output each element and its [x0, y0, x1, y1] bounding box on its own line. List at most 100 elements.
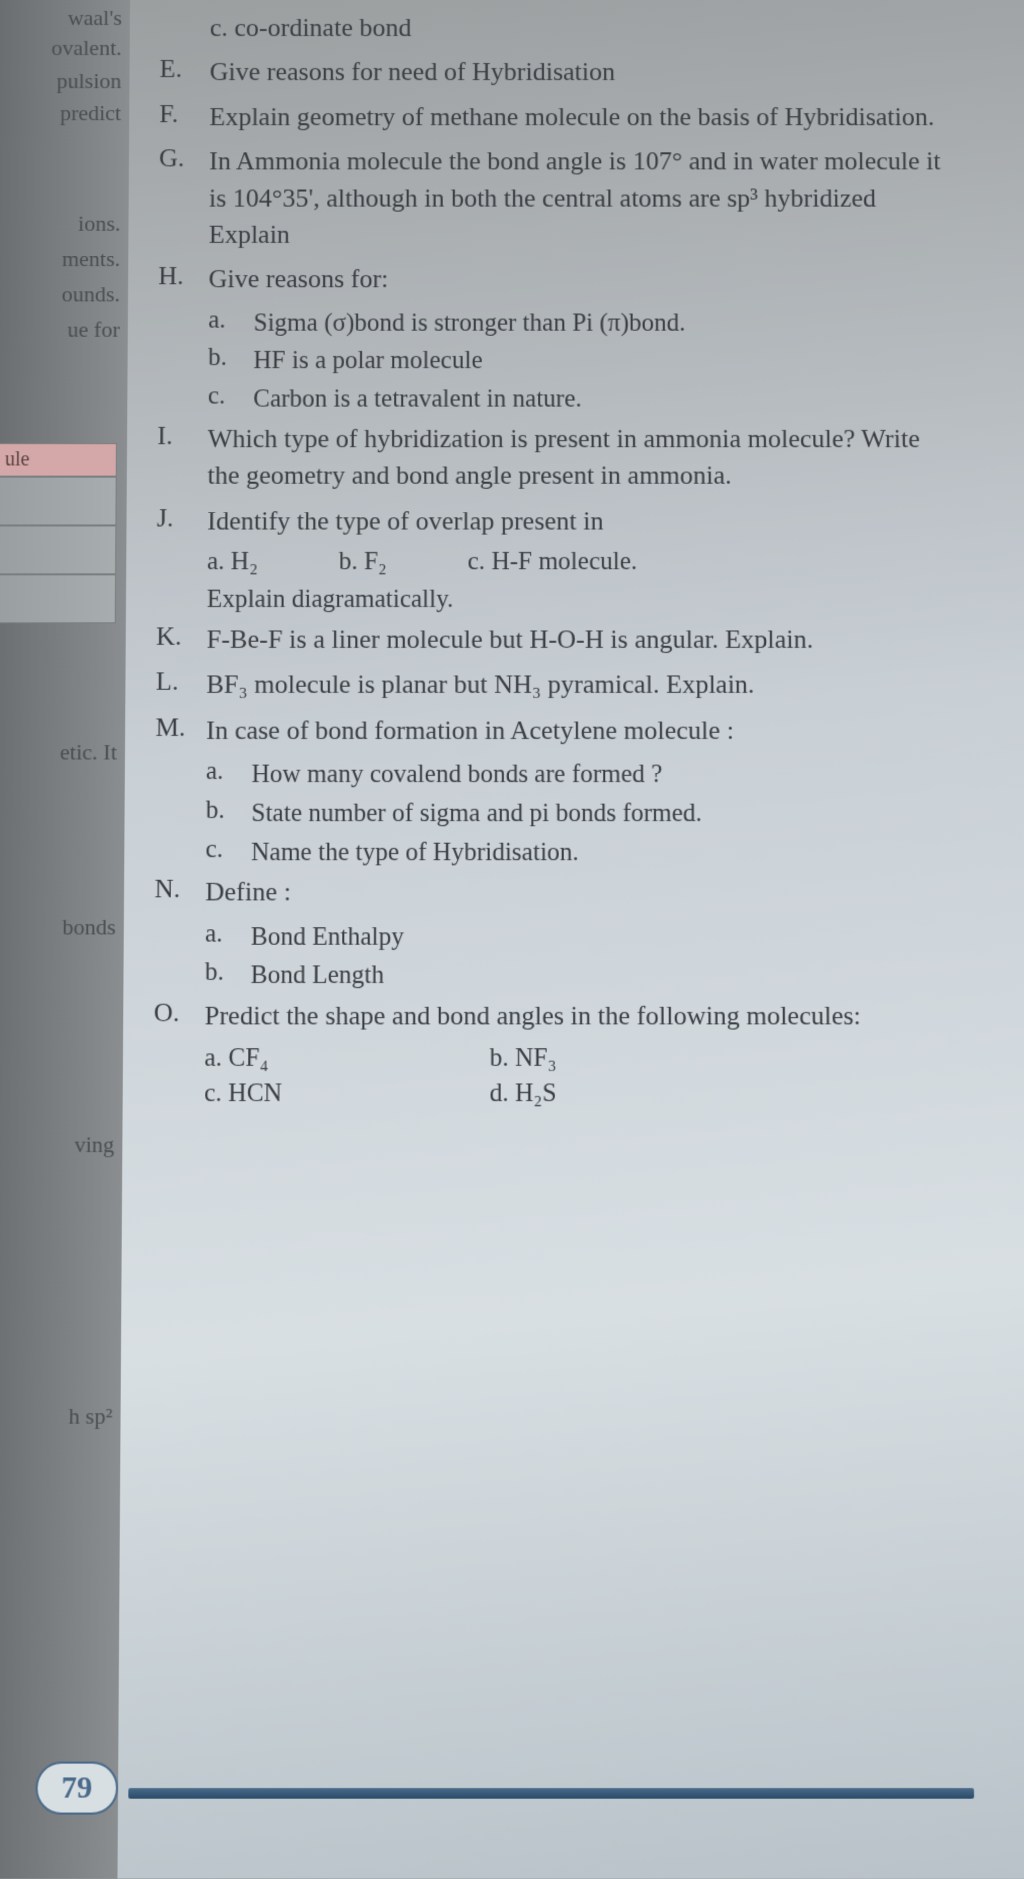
opt-text: HCN	[228, 1079, 282, 1107]
option-c: c. H-F molecule.	[468, 548, 638, 577]
option-row: a. CF₄ b. NF₃	[204, 1044, 948, 1073]
question-letter: J.	[157, 503, 208, 540]
question-letter: L.	[156, 667, 207, 704]
sub-text: Name the type of Hybridisation.	[251, 835, 946, 870]
opt-letter: c.	[468, 548, 486, 576]
opt-text: H-F molecule.	[491, 548, 637, 576]
option-b: b. F₂	[339, 548, 387, 577]
sub-letter: c.	[208, 383, 253, 417]
opt-text: H₂	[231, 548, 258, 576]
question-j: J. Identify the type of overlap present …	[157, 503, 944, 540]
opt-letter: d.	[490, 1079, 509, 1107]
sub-question: c. Carbon is a tetravalent in nature.	[208, 383, 943, 417]
option-d: d. H₂S	[490, 1079, 557, 1108]
option-row: a. H₂ b. F₂ c. H-F molecule.	[207, 548, 944, 577]
textbook-page: waal's ovalent. pulsion predict ions. me…	[0, 0, 1024, 1879]
question-h: H. Give reasons for:	[158, 261, 942, 298]
question-g: G. In Ammonia molecule the bond angle is…	[158, 143, 941, 253]
opt-text: F₂	[364, 548, 387, 576]
question-n: N. Define :	[154, 874, 946, 912]
margin-text: predict	[60, 100, 121, 126]
sub-text: Sigma (σ)bond is stronger than Pi (π)bon…	[253, 306, 942, 340]
sub-letter: b.	[206, 796, 252, 831]
question-i: I. Which type of hybridization is presen…	[157, 421, 944, 495]
option-row: c. HCN d. H₂S	[204, 1079, 948, 1108]
question-text: BF₃ molecule is planar but NH₃ pyramical…	[206, 667, 945, 704]
margin-text: ving	[74, 1131, 114, 1158]
question-text: Explain geometry of methane molecule on …	[209, 99, 941, 136]
option-c: c. HCN	[204, 1079, 408, 1108]
sub-question: a. How many covalend bonds are formed ?	[206, 758, 946, 793]
sub-text: HF is a polar molecule	[253, 344, 943, 378]
opt-letter: a.	[204, 1044, 222, 1072]
question-text: In Ammonia molecule the bond angle is 10…	[209, 143, 942, 253]
question-letter: H.	[158, 261, 208, 298]
margin-text: ounds.	[62, 281, 121, 307]
opt-letter: c.	[204, 1079, 222, 1107]
question-letter: G.	[158, 143, 209, 253]
table-empty-cell	[0, 525, 116, 574]
question-text: Give reasons for:	[208, 261, 942, 298]
margin-text: pulsion	[56, 68, 121, 94]
question-text: Which type of hybridization is present i…	[207, 421, 943, 495]
question-text: F-Be-F is a liner molecule but H-O-H is …	[207, 621, 945, 658]
option-b: b. NF₃	[490, 1044, 557, 1073]
question-letter: M.	[155, 712, 206, 749]
question-letter: O.	[154, 998, 205, 1036]
sub-text: Carbon is a tetravalent in nature.	[253, 383, 943, 417]
sub-text: Bond Length	[251, 959, 948, 994]
opt-letter: a.	[207, 548, 225, 576]
question-letter: I.	[157, 421, 208, 495]
opt-text: H₂S	[515, 1079, 556, 1107]
sub-letter: a.	[206, 758, 252, 793]
sub-question: c. Name the type of Hybridisation.	[205, 835, 946, 870]
question-text: Give reasons for need of Hybridisation	[210, 54, 941, 90]
question-text: Identify the type of overlap present in	[207, 503, 944, 540]
partial-table: ule	[0, 443, 117, 623]
sub-letter: a.	[205, 920, 251, 955]
sub-question: b. Bond Length	[205, 959, 948, 994]
extra-text: Explain diagramatically.	[207, 583, 945, 617]
question-text: In case of bond formation in Acetylene m…	[206, 712, 946, 749]
questions-content: c. co-ordinate bond E. Give reasons for …	[153, 10, 948, 1114]
question-m: M. In case of bond formation in Acetylen…	[155, 712, 945, 749]
page-number-badge: 79	[35, 1762, 118, 1815]
table-empty-cell	[0, 477, 117, 526]
footer-rule	[128, 1788, 974, 1799]
question-l: L. BF₃ molecule is planar but NH₃ pyrami…	[156, 667, 946, 704]
sub-letter: c.	[205, 835, 251, 870]
question-letter: F.	[159, 99, 209, 136]
question-letter: N.	[154, 874, 205, 912]
opt-letter: b.	[490, 1044, 509, 1072]
question-e: E. Give reasons for need of Hybridisatio…	[159, 54, 940, 90]
opt-text: CF₄	[228, 1044, 268, 1072]
margin-text: ments.	[62, 246, 121, 272]
left-margin-area: waal's ovalent. pulsion predict ions. me…	[0, 0, 130, 1879]
sub-letter: b.	[205, 959, 251, 994]
question-c-partial: c. co-ordinate bond	[210, 10, 941, 46]
question-letter: E.	[159, 54, 209, 90]
margin-text: etic. It	[60, 739, 117, 766]
option-a: a. H₂	[207, 548, 258, 577]
sub-text: State number of sigma and pi bonds forme…	[251, 796, 946, 831]
sub-letter: a.	[208, 306, 253, 340]
sub-question: b. HF is a polar molecule	[208, 344, 943, 378]
question-text: Define :	[205, 874, 947, 912]
sub-letter: b.	[208, 344, 253, 378]
question-text: c. co-ordinate bond	[210, 10, 941, 46]
sub-question: a. Sigma (σ)bond is stronger than Pi (π)…	[208, 306, 942, 340]
margin-text: h sp²	[69, 1403, 113, 1430]
question-text: Predict the shape and bond angles in the…	[205, 998, 948, 1036]
question-letter: K.	[156, 621, 207, 658]
sub-question: a. Bond Enthalpy	[205, 920, 947, 955]
margin-text: waal's	[68, 5, 122, 31]
margin-text: ions.	[78, 211, 121, 237]
question-k: K. F-Be-F is a liner molecule but H-O-H …	[156, 621, 945, 658]
sub-question: b. State number of sigma and pi bonds fo…	[206, 796, 947, 831]
sub-text: Bond Enthalpy	[251, 920, 947, 955]
margin-text: ue for	[67, 317, 119, 343]
table-header-cell: ule	[0, 443, 117, 477]
question-f: F. Explain geometry of methane molecule …	[159, 99, 941, 136]
sub-text: How many covalend bonds are formed ?	[251, 758, 945, 793]
option-a: a. CF₄	[204, 1044, 408, 1073]
